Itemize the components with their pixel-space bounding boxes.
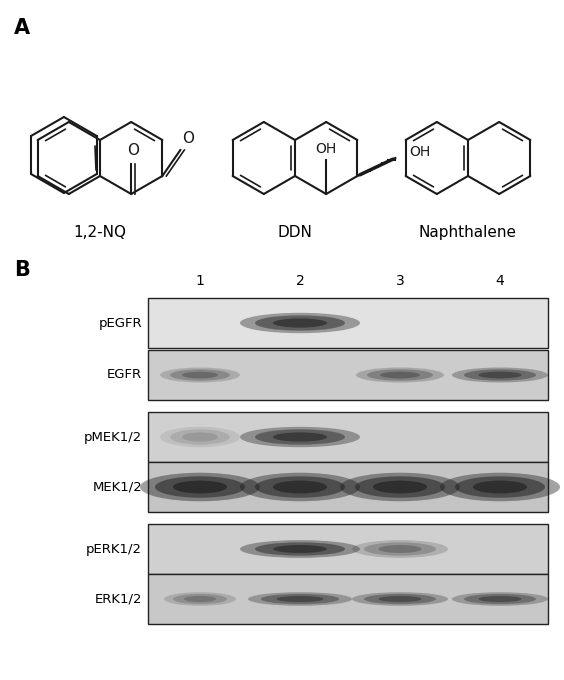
Ellipse shape — [464, 594, 536, 604]
Text: pERK1/2: pERK1/2 — [86, 543, 142, 556]
Ellipse shape — [378, 545, 422, 553]
Bar — [148, 298, 548, 348]
Bar — [148, 350, 548, 400]
Text: 1,2-NQ: 1,2-NQ — [73, 225, 126, 240]
Ellipse shape — [240, 473, 360, 501]
Text: 1: 1 — [196, 274, 204, 288]
Ellipse shape — [170, 429, 230, 445]
Ellipse shape — [160, 427, 240, 447]
Ellipse shape — [255, 316, 345, 330]
Ellipse shape — [164, 592, 236, 606]
Ellipse shape — [182, 372, 218, 378]
Bar — [148, 524, 548, 574]
Ellipse shape — [240, 427, 360, 447]
Ellipse shape — [255, 543, 345, 556]
Ellipse shape — [240, 313, 360, 333]
Ellipse shape — [355, 476, 445, 498]
Ellipse shape — [452, 592, 548, 606]
Ellipse shape — [452, 367, 548, 382]
Text: 3: 3 — [395, 274, 404, 288]
Ellipse shape — [473, 481, 527, 494]
Text: EGFR: EGFR — [107, 369, 142, 381]
Ellipse shape — [273, 318, 327, 328]
Ellipse shape — [364, 543, 436, 556]
Text: ERK1/2: ERK1/2 — [95, 592, 142, 605]
Ellipse shape — [455, 476, 545, 498]
Ellipse shape — [356, 367, 444, 382]
Text: pMEK1/2: pMEK1/2 — [83, 430, 142, 443]
Ellipse shape — [440, 473, 560, 501]
Ellipse shape — [352, 592, 448, 606]
Text: 2: 2 — [296, 274, 305, 288]
Text: A: A — [14, 18, 30, 38]
Ellipse shape — [380, 372, 420, 378]
Ellipse shape — [478, 372, 522, 378]
Bar — [148, 412, 548, 462]
Text: 4: 4 — [496, 274, 504, 288]
Text: MEK1/2: MEK1/2 — [92, 481, 142, 494]
Text: B: B — [14, 260, 30, 280]
Ellipse shape — [340, 473, 460, 501]
Ellipse shape — [184, 596, 216, 602]
Ellipse shape — [240, 540, 360, 558]
Ellipse shape — [140, 473, 260, 501]
Ellipse shape — [273, 545, 327, 553]
Ellipse shape — [367, 369, 433, 381]
Ellipse shape — [378, 596, 422, 602]
Ellipse shape — [182, 432, 218, 441]
Bar — [148, 574, 548, 624]
Ellipse shape — [478, 596, 522, 602]
Ellipse shape — [248, 592, 352, 606]
Text: pEGFR: pEGFR — [98, 316, 142, 330]
Ellipse shape — [155, 476, 245, 498]
Text: OH: OH — [315, 142, 337, 156]
Text: OH: OH — [409, 145, 430, 159]
Ellipse shape — [261, 594, 339, 604]
Bar — [148, 462, 548, 512]
Text: DDN: DDN — [277, 225, 312, 240]
Ellipse shape — [170, 369, 230, 381]
Ellipse shape — [373, 481, 427, 494]
Text: O: O — [182, 131, 195, 146]
Ellipse shape — [160, 367, 240, 382]
Ellipse shape — [173, 594, 227, 604]
Text: O: O — [127, 143, 139, 158]
Ellipse shape — [364, 594, 436, 604]
Ellipse shape — [255, 429, 345, 445]
Ellipse shape — [352, 540, 448, 558]
Ellipse shape — [464, 369, 536, 381]
Ellipse shape — [273, 481, 327, 494]
Ellipse shape — [276, 596, 323, 602]
Ellipse shape — [273, 432, 327, 441]
Ellipse shape — [255, 476, 345, 498]
Ellipse shape — [173, 481, 227, 494]
Text: Naphthalene: Naphthalene — [419, 225, 517, 240]
